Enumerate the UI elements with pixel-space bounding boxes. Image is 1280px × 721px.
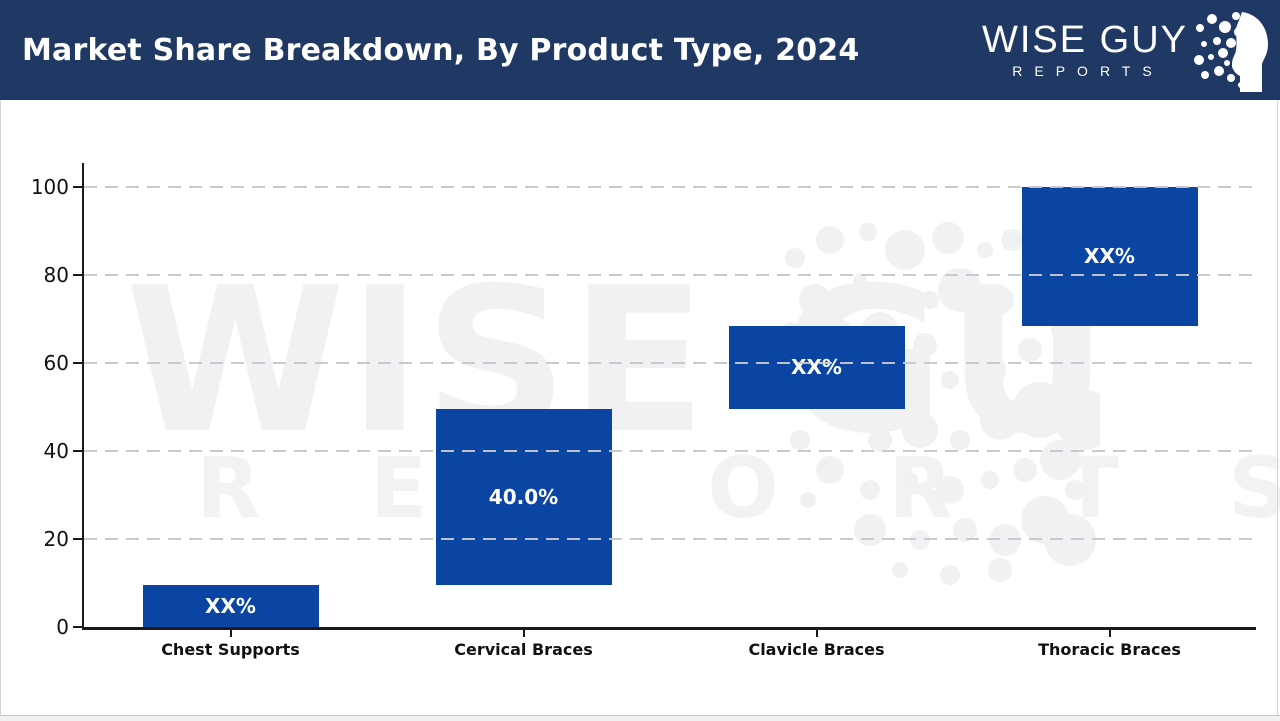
brand-name: WISE GUY — [981, 19, 1188, 62]
right-border — [1277, 100, 1278, 715]
x-tick-mark — [815, 630, 818, 637]
bar: XX% — [142, 585, 319, 627]
x-tick-mark — [1108, 630, 1111, 637]
gridline — [84, 186, 1256, 188]
y-axis-line — [82, 163, 84, 629]
y-tick-mark — [73, 274, 82, 276]
y-tick-mark — [73, 626, 82, 628]
category-label: Clavicle Braces — [748, 640, 885, 659]
y-tick-label: 60 — [43, 351, 69, 375]
bar: XX% — [728, 325, 905, 410]
bar: 40.0% — [435, 409, 612, 586]
gridline — [84, 362, 1256, 364]
brand-subtitle: REPORTS — [1012, 62, 1164, 79]
category-label: Cervical Braces — [454, 640, 593, 659]
watermark-reports-text: R E P O R T S — [196, 439, 1280, 537]
bar: XX% — [1021, 187, 1198, 326]
footer-strip — [0, 715, 1280, 721]
y-tick-mark — [73, 450, 82, 452]
brand-logo: WISE GUY REPORTS — [982, 4, 1270, 96]
x-axis-line — [82, 627, 1256, 630]
header-band: Market Share Breakdown, By Product Type,… — [0, 0, 1280, 100]
brand-head-icon — [1194, 12, 1268, 92]
gridline — [84, 538, 1256, 540]
y-tick-label: 100 — [30, 175, 69, 199]
chart-title: Market Share Breakdown, By Product Type,… — [22, 32, 860, 68]
bar-value-label: XX% — [205, 594, 256, 619]
x-tick-mark — [522, 630, 525, 637]
y-tick-mark — [73, 362, 82, 364]
gridline — [84, 450, 1256, 452]
category-label: Chest Supports — [161, 640, 300, 659]
brand-logo-text: WISE GUY REPORTS — [981, 19, 1188, 79]
y-tick-label: 40 — [43, 439, 69, 463]
bar-value-label: XX% — [1084, 244, 1135, 269]
gridline — [84, 274, 1256, 276]
y-tick-label: 20 — [43, 527, 69, 551]
category-label: Thoracic Braces — [1038, 640, 1181, 659]
left-border — [0, 100, 1, 715]
y-tick-label: 0 — [56, 615, 69, 639]
y-tick-mark — [73, 186, 82, 188]
bar-value-label: 40.0% — [488, 485, 559, 510]
x-tick-mark — [229, 630, 232, 637]
y-tick-mark — [73, 538, 82, 540]
y-tick-label: 80 — [43, 263, 69, 287]
bar-value-label: XX% — [791, 355, 842, 380]
